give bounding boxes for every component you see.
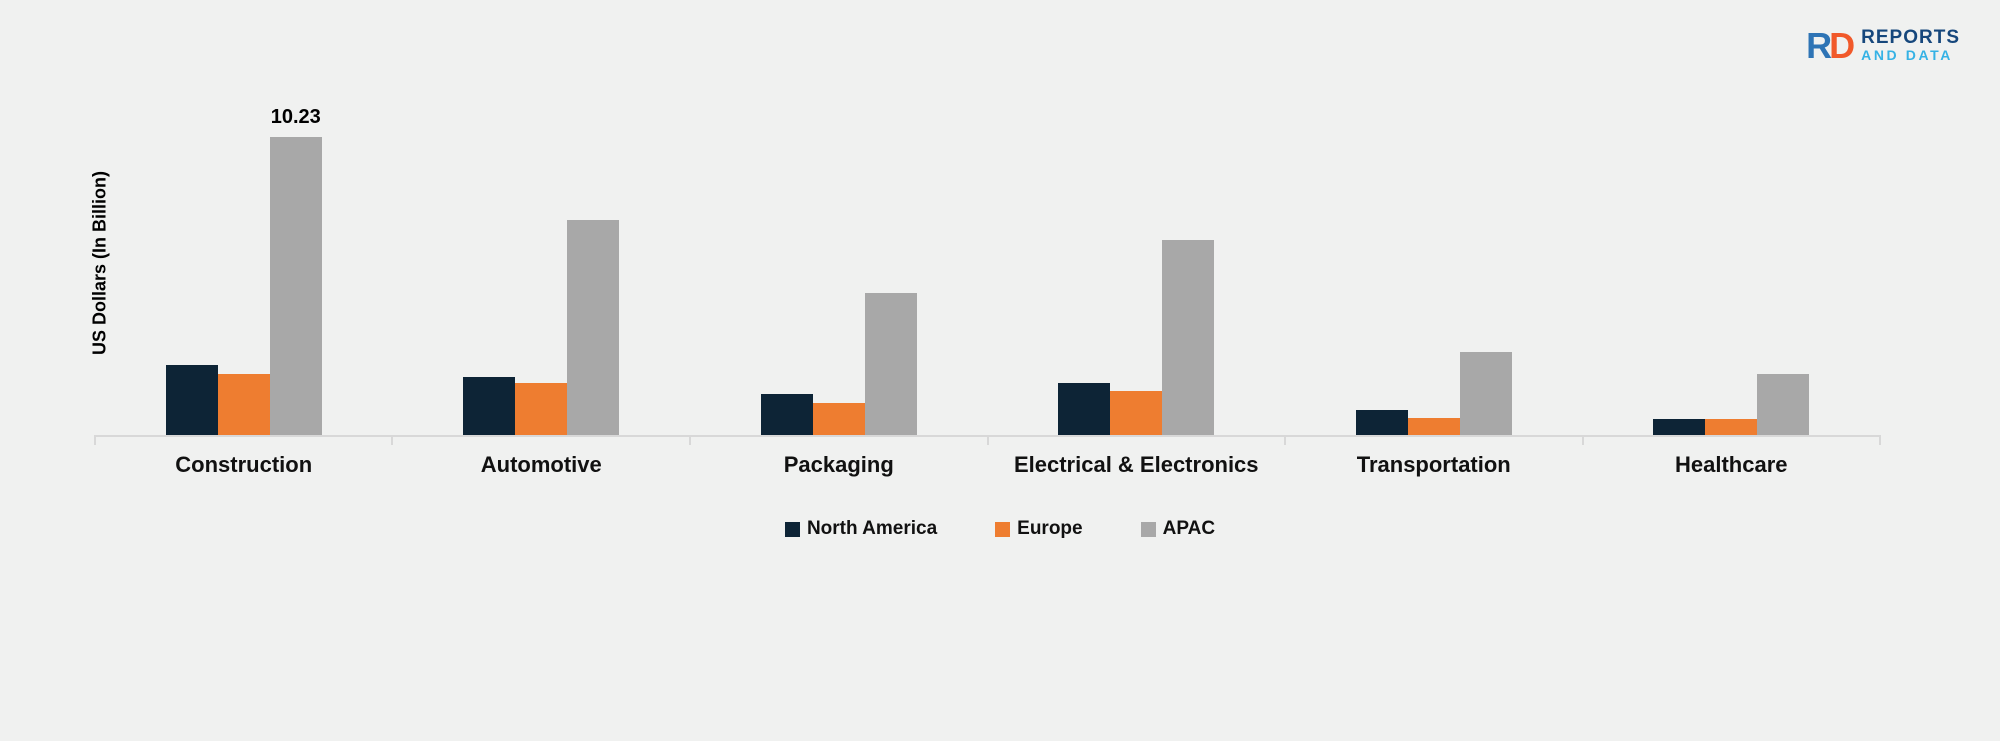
bar-europe-construction [217,373,270,435]
x-axis-tick [1581,435,1584,445]
x-axis-tick [391,435,394,445]
x-axis-tick [688,435,691,445]
x-axis-label-automotive: Automotive [480,452,602,477]
bar-group-healthcare [1583,117,1881,435]
bar-group-packaging [690,117,988,435]
bar-apac-healthcare [1757,373,1810,435]
x-axis-label-healthcare: Healthcare [1674,452,1788,477]
plot-area: 10.23 [94,106,1881,445]
bar-europe-packaging [812,403,865,435]
x-axis-label-electrical-electronics: Electrical & Electronics [1013,452,1259,477]
x-axis-tick [1283,435,1286,445]
x-axis-tick [94,435,96,445]
legend-label-europe: Europe [1017,518,1083,539]
bar-group-automotive [393,117,691,435]
legend: North America Europe APAC [0,518,2000,540]
data-label-apac-construction: 10.23 [270,106,321,129]
bar-group-electrical-electronics [988,117,1286,435]
bar-europe-transportation [1407,417,1460,435]
logo-letter-d: D [1829,25,1855,66]
bar-north-america-construction [165,365,218,435]
bar-north-america-transportation [1355,410,1408,435]
bar-north-america-automotive [463,376,516,435]
bar-apac-automotive [567,219,620,435]
legend-item-apac: APAC [1140,518,1216,540]
bar-europe-healthcare [1705,419,1758,435]
bar-north-america-electrical-electronics [1058,382,1111,435]
bar-europe-electrical-electronics [1110,391,1163,435]
rd-logo-icon: R D [1806,25,1855,66]
logo-text-and-data: AND DATA [1861,47,1953,64]
x-axis-label-transportation: Transportation [1356,452,1511,477]
bar-europe-automotive [515,382,568,435]
logo-wordmark: REPORTS AND DATA [1861,28,1960,63]
x-axis-labels: Construction Automotive Packaging Electrica… [95,452,1880,478]
bar-apac-transportation [1459,352,1512,435]
legend-item-north-america: North America [784,518,938,540]
legend-label-north-america: North America [806,518,938,539]
x-axis-tick [1879,435,1881,445]
bar-group-construction: 10.23 [95,106,393,435]
legend-swatch-apac [1140,521,1156,537]
bar-apac-packaging [864,292,917,435]
bar-apac-electrical-electronics [1162,240,1215,435]
bar-north-america-packaging [760,394,813,435]
legend-label-apac: APAC [1162,518,1216,539]
x-axis-tick [986,435,989,445]
logo-letter-r: R [1806,25,1832,66]
bar-group-transportation [1285,117,1583,435]
bar-apac-construction: 10.23 [269,106,322,435]
logo-text-reports: REPORTS [1861,27,1960,49]
legend-item-europe: Europe [995,518,1083,540]
reports-and-data-logo: R D REPORTS AND DATA [1806,28,1960,64]
legend-swatch-europe [995,521,1011,537]
bar-north-america-healthcare [1653,419,1706,435]
x-axis-label-construction: Construction [175,452,313,477]
x-axis-label-packaging: Packaging [783,452,894,477]
legend-swatch-north-america [784,521,800,537]
